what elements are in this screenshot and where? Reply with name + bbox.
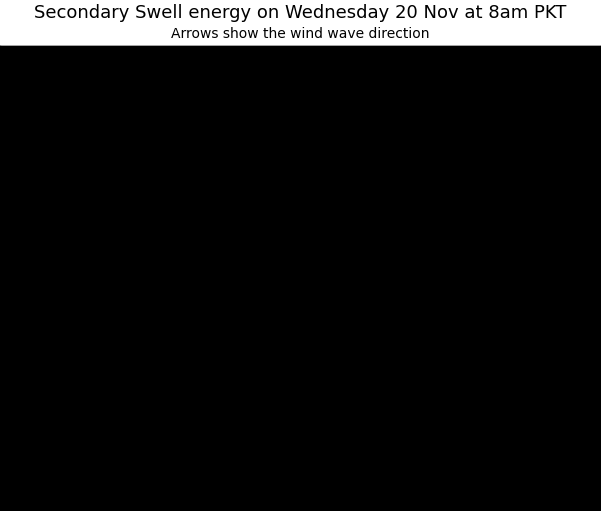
- Text: Arrows show the wind wave direction: Arrows show the wind wave direction: [171, 28, 430, 41]
- Text: Secondary Swell energy on Wednesday 20 Nov at 8am PKT: Secondary Swell energy on Wednesday 20 N…: [34, 4, 567, 22]
